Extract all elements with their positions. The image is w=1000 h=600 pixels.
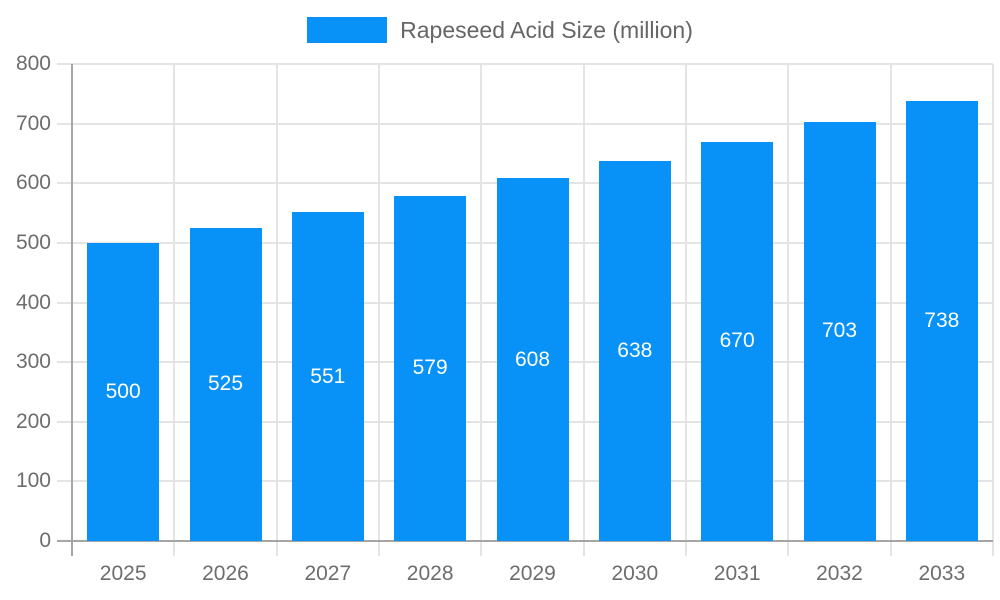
gridline-v bbox=[173, 64, 176, 556]
bar-value-label: 638 bbox=[617, 338, 653, 362]
gridline-v bbox=[992, 64, 994, 556]
bar bbox=[905, 100, 978, 541]
gridline-v bbox=[685, 64, 687, 556]
bar-value-label: 500 bbox=[105, 379, 141, 403]
bar-value-label: 579 bbox=[412, 356, 448, 380]
x-tick-label: 2030 bbox=[611, 562, 659, 585]
y-tick-label: 300 bbox=[15, 350, 51, 374]
y-tick-label: 0 bbox=[39, 529, 51, 552]
y-tick-label: 500 bbox=[15, 230, 51, 254]
y-tick-label: 800 bbox=[15, 52, 51, 75]
y-tick-label: 100 bbox=[15, 469, 51, 493]
gridline-v bbox=[582, 64, 585, 556]
x-tick-label: 2028 bbox=[406, 562, 454, 585]
bar-value-label: 670 bbox=[719, 329, 755, 353]
gridline-v bbox=[275, 64, 278, 556]
x-axis-line bbox=[57, 540, 993, 542]
x-tick-label: 2025 bbox=[99, 562, 147, 585]
gridline-v bbox=[378, 64, 380, 556]
y-axis-line bbox=[71, 64, 73, 556]
x-tick-label: 2031 bbox=[713, 562, 761, 585]
y-tick-label: 200 bbox=[15, 409, 51, 433]
gridline-h bbox=[57, 122, 993, 125]
bar bbox=[189, 227, 262, 541]
legend-label: Rapeseed Acid Size (million) bbox=[400, 17, 693, 43]
x-tick-label: 2032 bbox=[816, 562, 863, 585]
y-tick-label: 700 bbox=[15, 111, 51, 135]
bar-value-label: 551 bbox=[310, 364, 346, 388]
x-tick-label: 2027 bbox=[304, 562, 352, 585]
bar-value-label: 608 bbox=[514, 347, 551, 371]
gridline-v bbox=[480, 64, 483, 556]
bar bbox=[496, 178, 569, 541]
bar bbox=[394, 195, 467, 541]
bar-value-label: 738 bbox=[924, 308, 960, 332]
bar bbox=[291, 212, 364, 541]
y-tick-label: 600 bbox=[15, 171, 51, 195]
gridline-v bbox=[787, 64, 790, 556]
bar bbox=[803, 121, 876, 541]
bar bbox=[87, 242, 160, 541]
x-tick-label: 2026 bbox=[202, 562, 249, 585]
legend-swatch bbox=[307, 17, 388, 43]
bar-value-label: 703 bbox=[821, 319, 858, 343]
x-tick-label: 2033 bbox=[918, 562, 966, 585]
chart-legend: Rapeseed Acid Size (million) bbox=[0, 17, 1000, 43]
gridline-v bbox=[889, 64, 892, 556]
y-tick-label: 400 bbox=[15, 290, 51, 314]
bar-value-label: 525 bbox=[207, 372, 244, 396]
bar bbox=[598, 160, 671, 541]
gridline-h bbox=[57, 63, 993, 65]
x-tick-label: 2029 bbox=[509, 562, 556, 585]
bar bbox=[701, 141, 774, 541]
